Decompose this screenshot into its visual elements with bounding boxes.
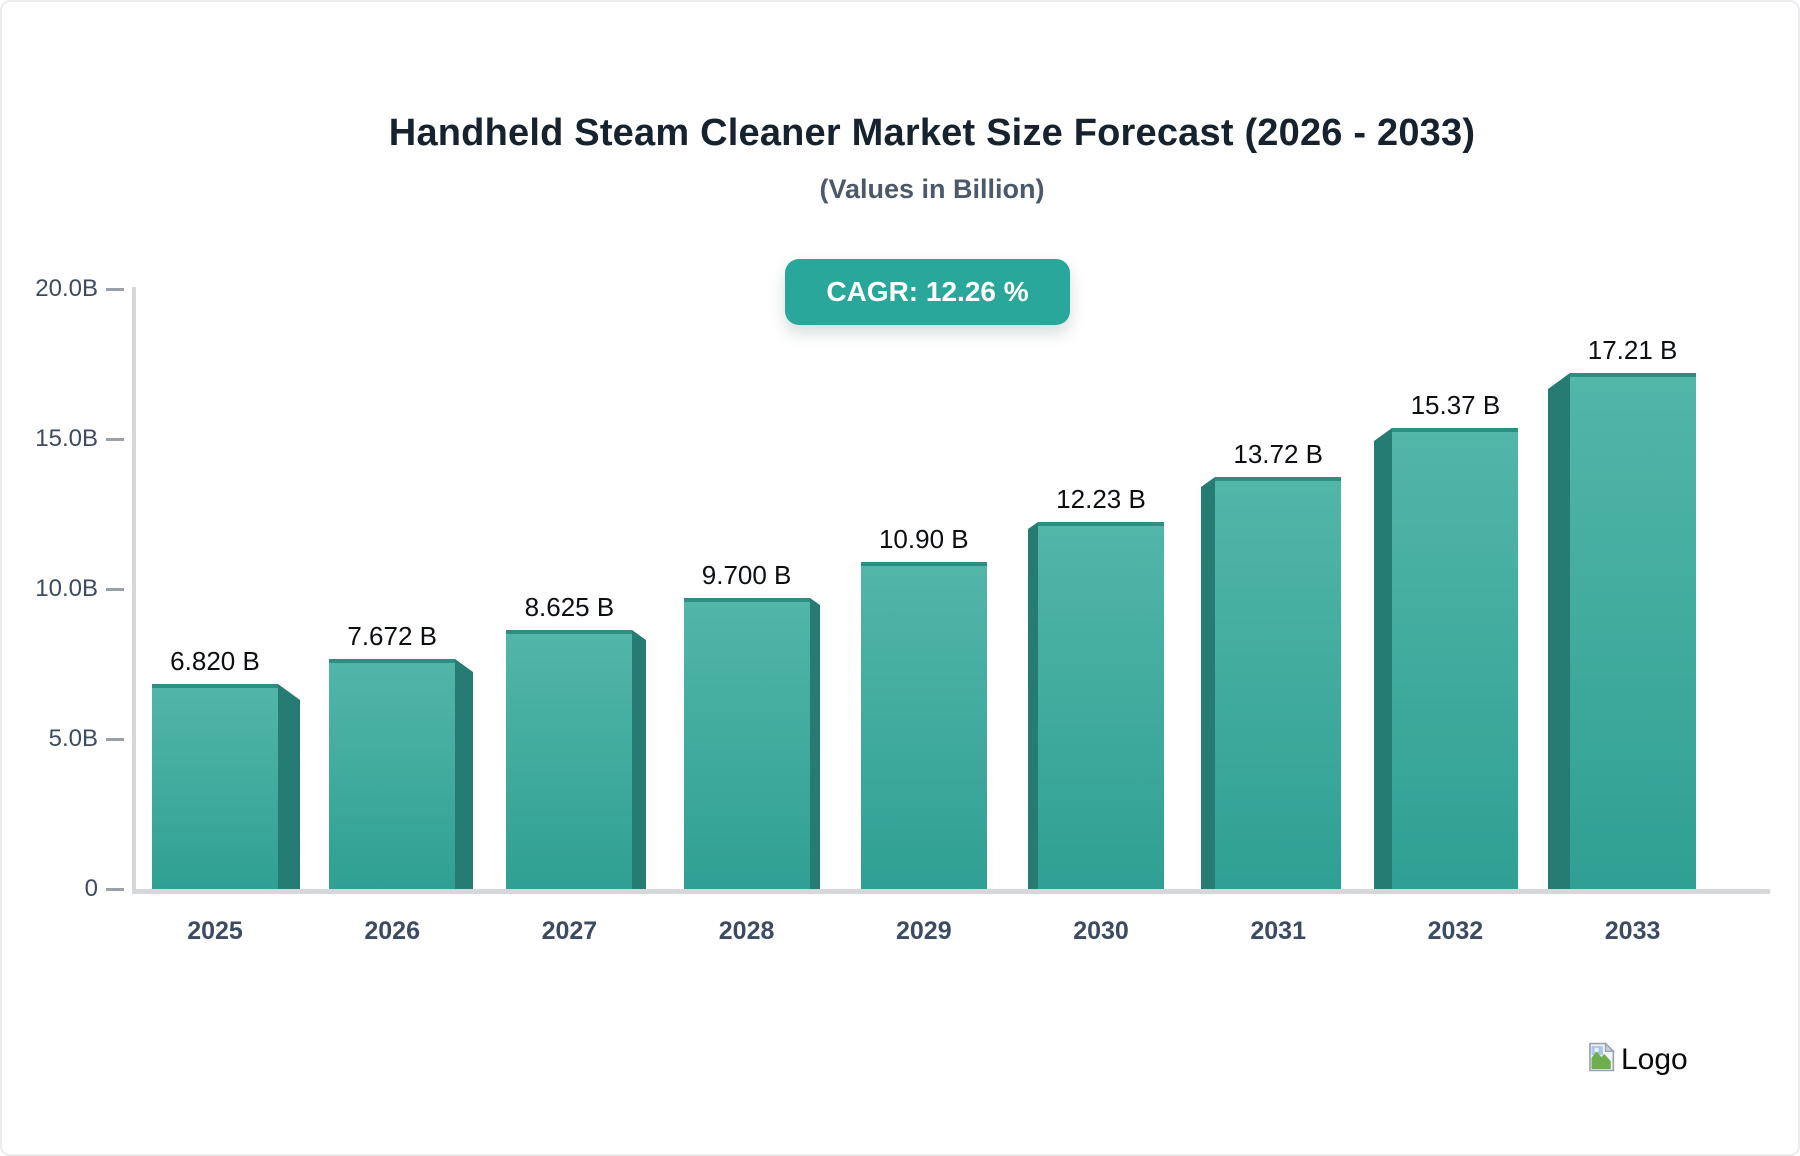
y-tick-mark: [106, 438, 124, 441]
bar-2026-side: [455, 659, 473, 889]
bar-2025-top-edge: [152, 684, 278, 688]
bar-2030-side: [1028, 522, 1038, 889]
logo-placeholder: Logo: [1585, 1040, 1688, 1080]
bar-2028-side: [810, 598, 820, 889]
bar-value-label: 9.700 B: [701, 560, 792, 590]
bar-2031-front: [1215, 477, 1341, 889]
bar-2025-side: [278, 684, 300, 889]
bar-value-label: 17.21 B: [1587, 335, 1678, 365]
chart-title: Handheld Steam Cleaner Market Size Forec…: [388, 112, 1476, 154]
x-axis-line: [132, 889, 1770, 894]
chart-subtitle: (Values in Billion): [819, 174, 1045, 204]
x-axis-label-2028: 2028: [718, 917, 775, 945]
bar-2027-front: [506, 630, 632, 889]
y-tick-mark: [106, 288, 124, 291]
bar-2033-front: [1570, 373, 1696, 889]
bar-value-label: 12.23 B: [1056, 484, 1146, 514]
bar-2028-top-edge: [684, 598, 810, 602]
broken-image-icon: [1585, 1040, 1619, 1079]
bar-2025-front: [152, 684, 278, 889]
x-axis-label-2026: 2026: [364, 917, 420, 945]
bar-2026-top-edge: [329, 659, 455, 663]
cagr-badge: CAGR: 12.26 %: [785, 259, 1070, 325]
y-tick-mark: [106, 588, 124, 591]
bar-2032-side: [1374, 428, 1392, 889]
y-tick-label: 15.0B: [35, 425, 98, 452]
bar-2028-front: [684, 598, 810, 889]
bar-2030-top-edge: [1038, 522, 1164, 526]
x-axis-label-2030: 2030: [1073, 917, 1129, 945]
bar-value-label: 15.37 B: [1410, 390, 1501, 420]
x-axis-label-2025: 2025: [187, 917, 243, 945]
bar-2032-top-edge: [1392, 428, 1518, 432]
y-axis-line: [132, 287, 136, 894]
x-axis-label-2029: 2029: [895, 917, 952, 945]
y-tick-label: 5.0B: [48, 725, 98, 752]
bar-2033-top-edge: [1570, 373, 1696, 377]
y-tick-label: 0: [84, 875, 98, 902]
bar-value-label: 10.90 B: [878, 524, 969, 554]
bar-2027-side: [632, 630, 646, 889]
x-axis-label-2033: 2033: [1604, 917, 1661, 945]
bar-2031-top-edge: [1215, 477, 1341, 481]
y-tick-mark: [106, 888, 124, 891]
bar-value-label: 13.72 B: [1233, 439, 1323, 469]
bar-2029-top-edge: [861, 562, 987, 566]
bar-value-label: 8.625 B: [524, 592, 615, 622]
y-tick-label: 20.0B: [35, 275, 98, 302]
x-axis-label-2031: 2031: [1250, 917, 1306, 945]
bar-2032-front: [1392, 428, 1518, 889]
y-tick-label: 10.0B: [35, 575, 98, 602]
bar-value-label: 7.672 B: [347, 621, 437, 651]
bar-2031-side: [1201, 477, 1215, 889]
bar-2026-front: [329, 659, 455, 889]
bar-2029-front: [861, 562, 987, 889]
bar-value-label: 6.820 B: [170, 646, 260, 676]
y-tick-mark: [106, 738, 124, 741]
cagr-badge-label: CAGR: 12.26 %: [826, 276, 1029, 307]
bar-2030-front: [1038, 522, 1164, 889]
bar-2033-side: [1548, 373, 1570, 889]
bar-2027-top-edge: [506, 630, 632, 634]
logo-alt-text: Logo: [1621, 1043, 1688, 1076]
x-axis-label-2027: 2027: [541, 917, 598, 945]
x-axis-label-2032: 2032: [1427, 917, 1484, 945]
